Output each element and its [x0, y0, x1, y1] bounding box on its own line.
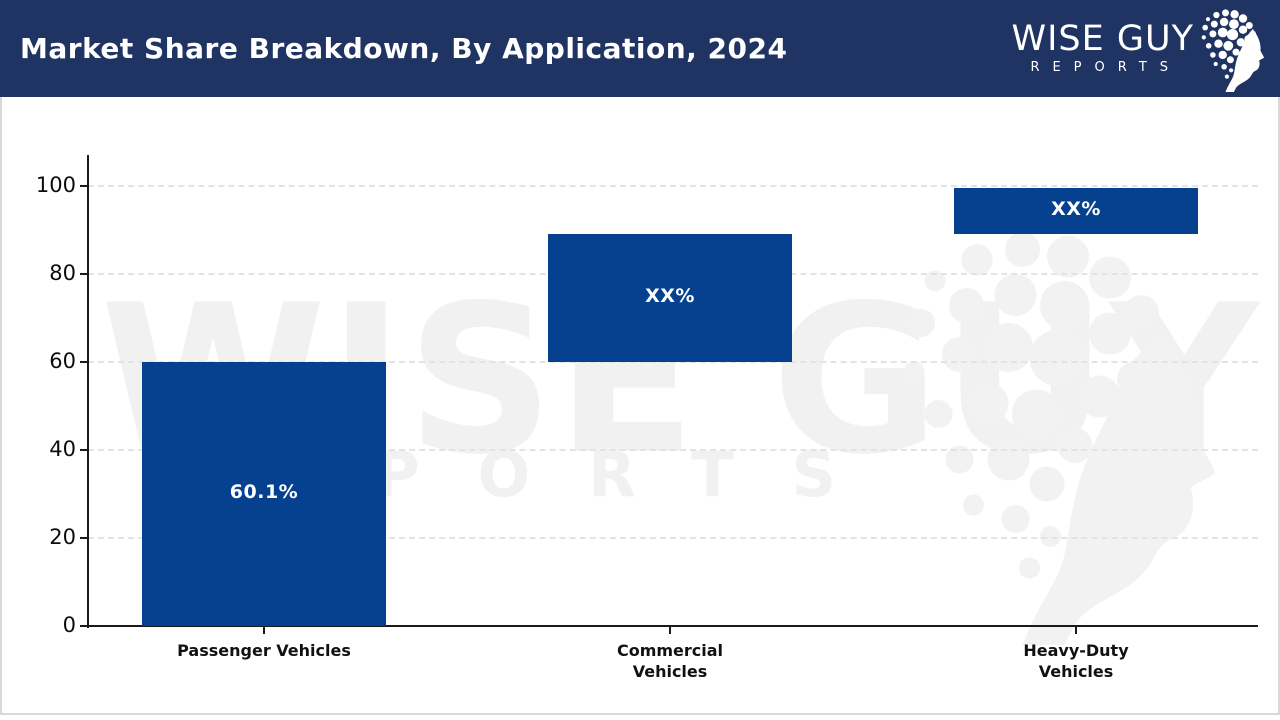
y-tick-mark: [80, 625, 88, 627]
gridline: [88, 449, 1258, 451]
x-tick-label: Commercial Vehicles: [616, 641, 724, 681]
x-tick-mark: [263, 627, 265, 634]
y-tick-label: 100: [35, 173, 76, 197]
gridline: [88, 361, 1258, 363]
wiseguy-logo: WISE GUY REPORTS: [1011, 6, 1264, 92]
wiseguy-head-icon: [1201, 9, 1264, 92]
watermark-head-icon: [903, 232, 1215, 645]
chart-title: Market Share Breakdown, By Application, …: [20, 32, 788, 65]
bar-value-label: XX%: [645, 284, 695, 307]
y-tick-label: 40: [49, 437, 76, 461]
bar[interactable]: [548, 233, 792, 362]
y-tick-label: 60: [49, 349, 76, 373]
logo-text: WISE GUY REPORTS: [1011, 20, 1194, 75]
y-tick-label: 0: [62, 613, 76, 637]
x-tick-mark: [1075, 627, 1077, 634]
y-tick-mark: [80, 361, 88, 363]
bar[interactable]: [142, 361, 386, 626]
bar-value-label: 60.1%: [229, 480, 299, 503]
x-axis: [87, 625, 1258, 627]
gridline: [88, 537, 1258, 539]
y-axis: [87, 155, 89, 628]
logo-subtitle: REPORTS: [1030, 60, 1182, 75]
y-tick-label: 80: [49, 261, 76, 285]
x-tick-label: Passenger Vehicles: [177, 641, 351, 660]
gridline: [88, 185, 1258, 187]
x-tick-mark: [669, 627, 671, 634]
logo-wordmark: WISE GUY: [1011, 19, 1194, 59]
bar[interactable]: [954, 187, 1198, 234]
x-tick-label: Heavy-Duty Vehicles: [1023, 641, 1129, 681]
header-bar: Market Share Breakdown, By Application, …: [0, 0, 1280, 97]
y-tick-mark: [80, 273, 88, 275]
y-tick-mark: [80, 449, 88, 451]
y-tick-mark: [80, 537, 88, 539]
y-tick-mark: [80, 185, 88, 187]
bar-value-label: XX%: [1051, 197, 1101, 220]
y-tick-label: 20: [49, 525, 76, 549]
